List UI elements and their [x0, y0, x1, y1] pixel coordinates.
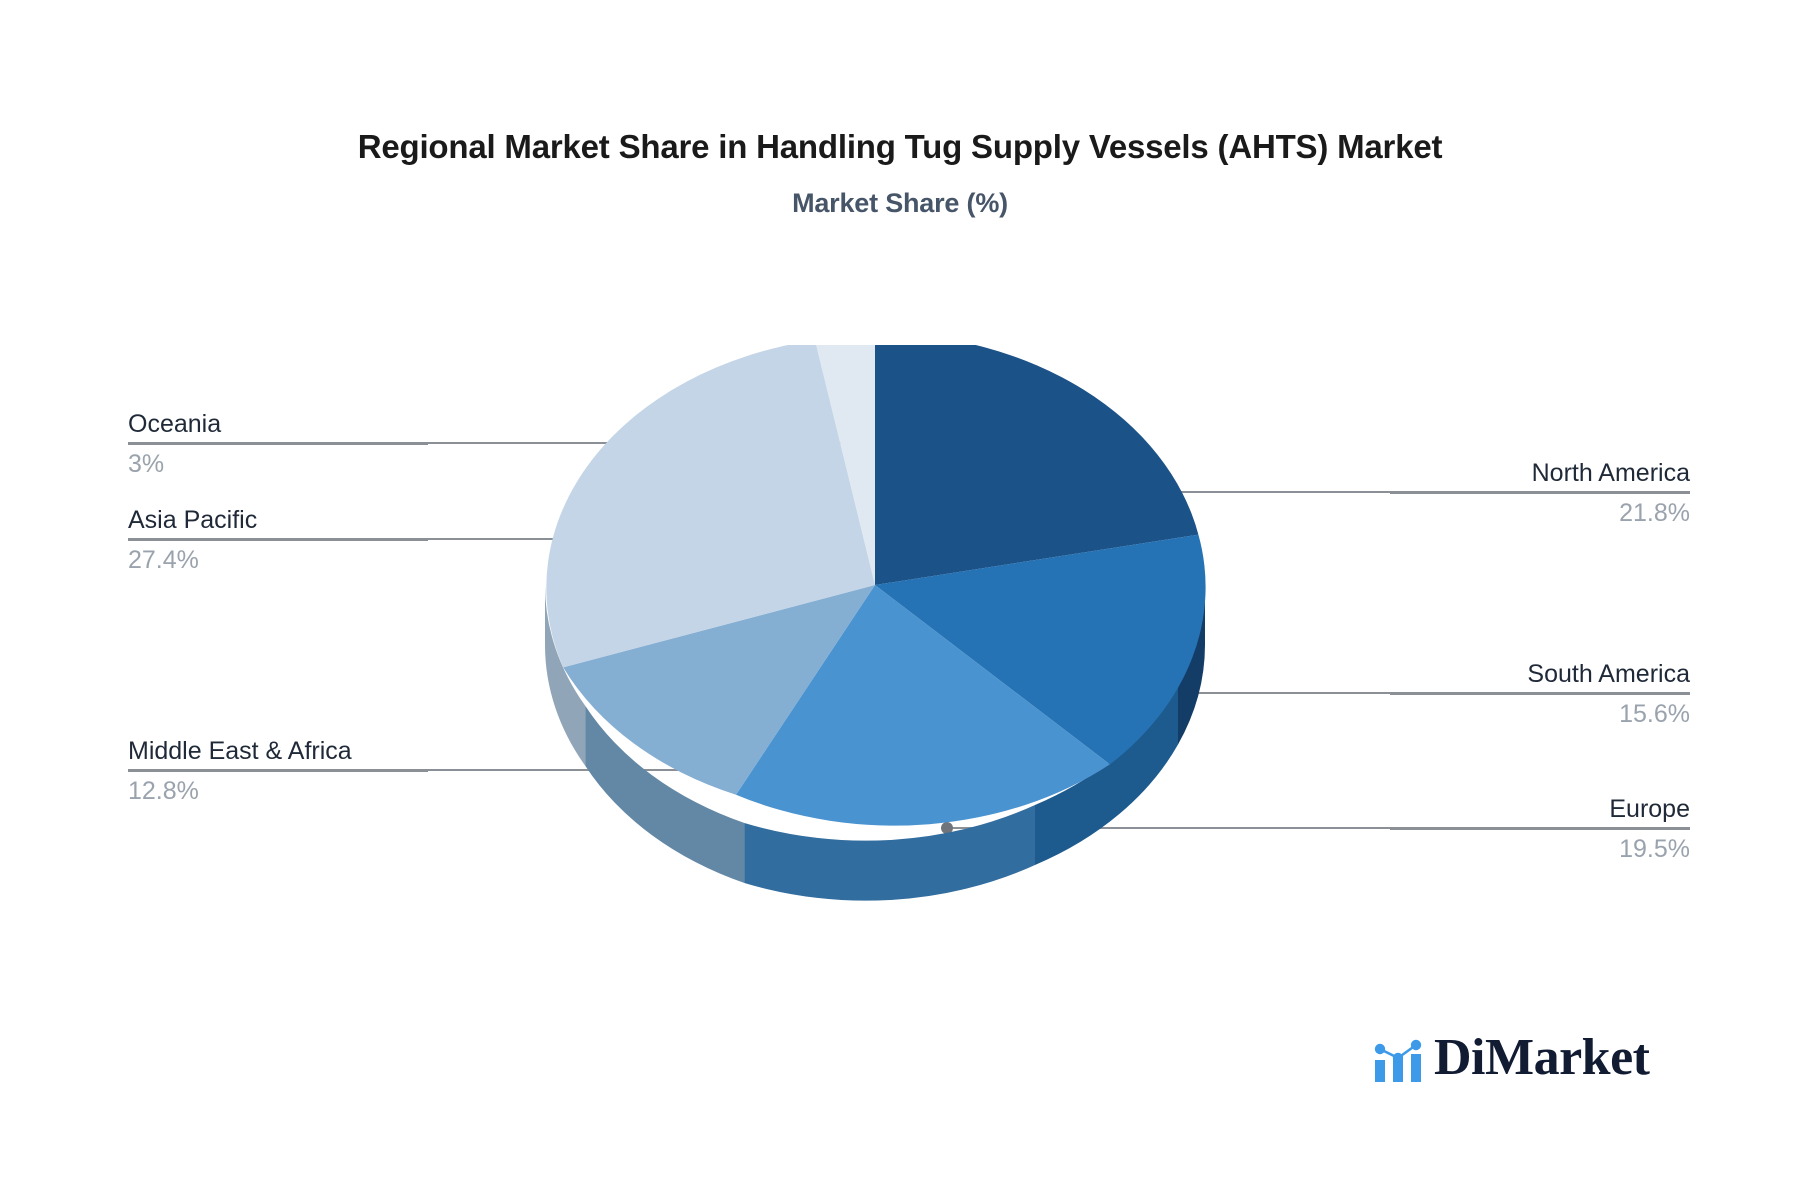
bar-chart-icon — [1374, 1039, 1422, 1082]
pie-svg — [545, 345, 1206, 901]
callout-value: 19.5% — [1619, 835, 1690, 863]
pie-top — [546, 345, 1206, 826]
callout-label: South America — [1527, 660, 1690, 688]
callout-value: 3% — [128, 450, 165, 478]
callout-value: 21.8% — [1619, 499, 1690, 527]
callout-label: Asia Pacific — [128, 506, 258, 534]
chart-title: Regional Market Share in Handling Tug Su… — [357, 128, 1443, 165]
pie-slice-south-america[interactable] — [875, 534, 1206, 765]
callout-value: 12.8% — [128, 777, 199, 805]
callout-label: Middle East & Africa — [128, 737, 352, 765]
callout-rule — [128, 443, 428, 445]
callout-north-america: North America 21.8% — [1390, 457, 1690, 530]
pie-chart — [545, 345, 1255, 1065]
brand-name: DiMarket — [1434, 1029, 1650, 1086]
pie-slice-middle-east-africa[interactable] — [563, 585, 875, 795]
callout-value: 15.6% — [1619, 700, 1690, 728]
callout-rule — [1390, 693, 1690, 695]
callout-rule — [1390, 828, 1690, 830]
callout-south-america: South America 15.6% — [1390, 658, 1690, 731]
brand-logo: DiMarket — [1372, 1029, 1650, 1086]
callout-asia-pacific: Asia Pacific 27.4% — [128, 504, 428, 577]
chart-subtitle: Market Share (%) — [792, 188, 1008, 218]
pie-slice-asia-pacific[interactable] — [546, 345, 875, 668]
callout-middle-east-africa: Middle East & Africa 12.8% — [128, 735, 428, 808]
callout-label: Europe — [1609, 795, 1690, 823]
callout-rule — [1390, 492, 1690, 494]
callout-rule — [128, 539, 428, 541]
callout-europe: Europe 19.5% — [1390, 793, 1690, 866]
pie-depth — [545, 585, 1205, 901]
callout-value: 27.4% — [128, 546, 199, 574]
callout-label: North America — [1531, 459, 1690, 487]
pie-slice-europe[interactable] — [736, 585, 1110, 826]
callout-label: Oceania — [128, 410, 222, 438]
callout-oceania: Oceania 3% — [128, 408, 428, 481]
callout-rule — [128, 770, 428, 772]
pie-slice-north-america[interactable] — [875, 345, 1199, 585]
